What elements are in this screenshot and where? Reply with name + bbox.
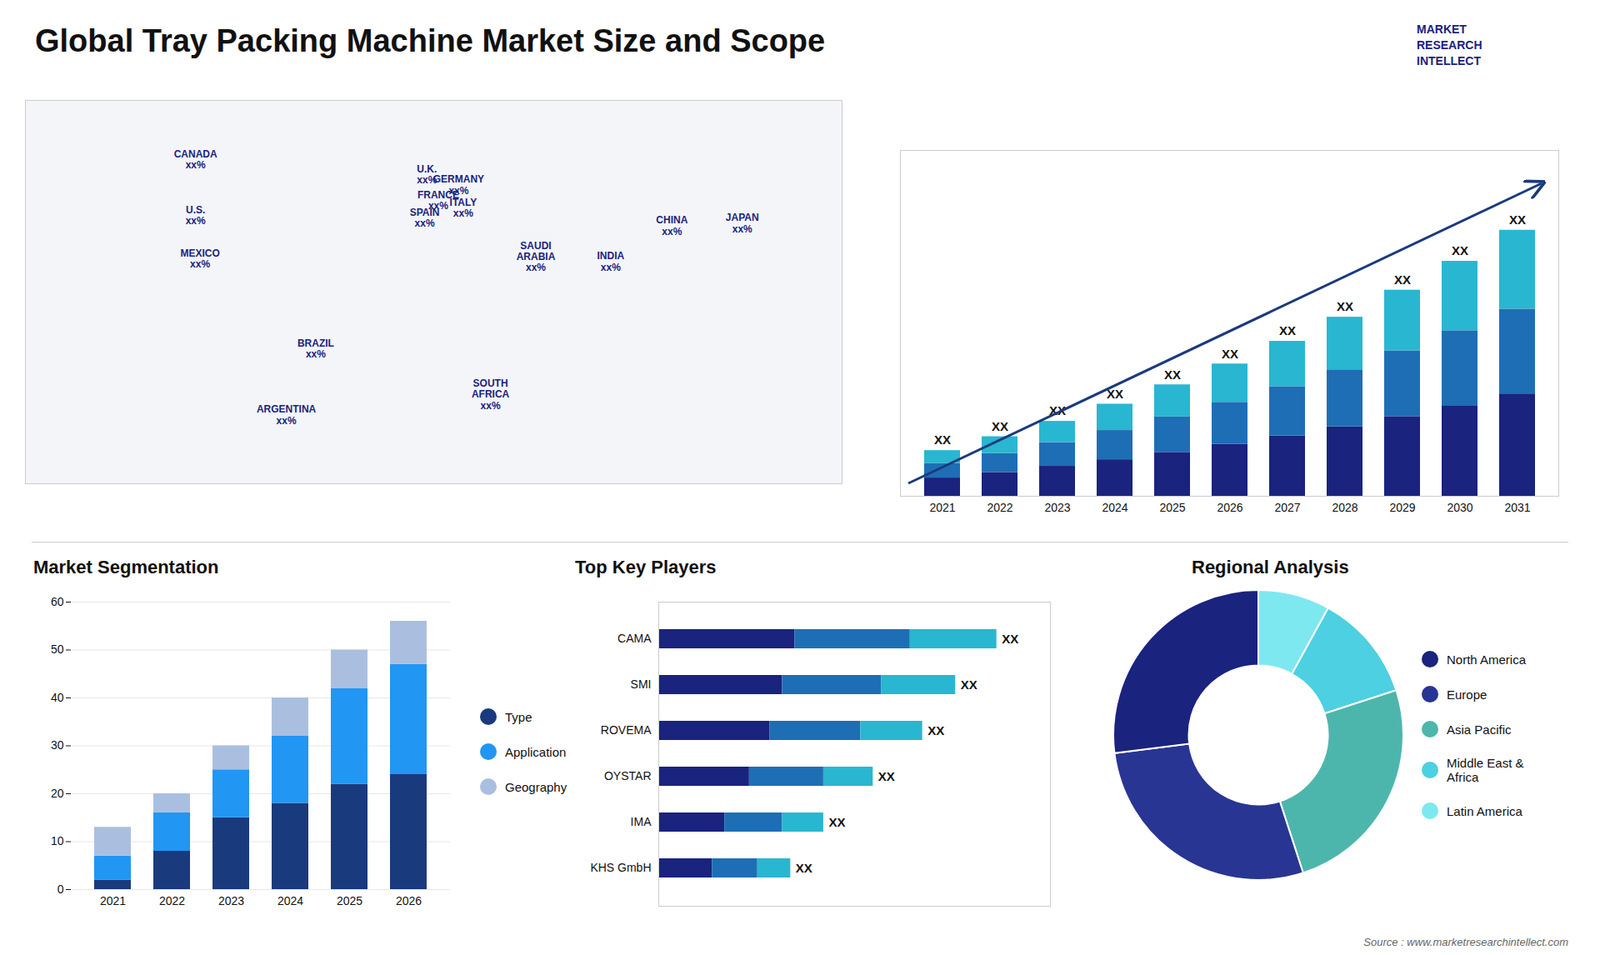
svg-text:2025: 2025 xyxy=(1159,500,1185,515)
svg-text:50: 50 xyxy=(50,642,65,656)
svg-text:XX: XX xyxy=(1221,346,1239,361)
svg-text:OYSTAR: OYSTAR xyxy=(604,769,652,783)
svg-text:2026: 2026 xyxy=(395,894,422,908)
svg-text:XX: XX xyxy=(1164,367,1181,382)
svg-text:2024: 2024 xyxy=(277,894,304,908)
svg-text:XX: XX xyxy=(1279,323,1296,338)
svg-text:XX: XX xyxy=(927,723,945,738)
svg-text:SOUTHAFRICAxx%: SOUTHAFRICAxx% xyxy=(471,377,510,411)
svg-text:2023: 2023 xyxy=(1044,500,1070,515)
svg-text:20: 20 xyxy=(50,786,65,800)
svg-text:2022: 2022 xyxy=(159,894,185,908)
svg-text:30: 30 xyxy=(50,738,65,752)
svg-text:GERMANYxx%: GERMANYxx% xyxy=(433,173,485,196)
svg-text:2021: 2021 xyxy=(100,894,126,908)
svg-text:XX: XX xyxy=(1509,212,1526,227)
svg-text:2025: 2025 xyxy=(336,894,363,908)
svg-text:2028: 2028 xyxy=(1331,500,1358,515)
svg-text:XX: XX xyxy=(1451,243,1469,258)
svg-text:10: 10 xyxy=(50,834,65,848)
svg-text:BRAZILxx%: BRAZILxx% xyxy=(297,337,335,360)
svg-text:2023: 2023 xyxy=(218,894,245,908)
svg-text:2031: 2031 xyxy=(1504,500,1530,515)
svg-text:XX: XX xyxy=(878,769,895,784)
svg-text:IMA: IMA xyxy=(630,815,653,829)
svg-text:60: 60 xyxy=(50,595,65,609)
svg-text:XX: XX xyxy=(1336,299,1354,314)
svg-text:SPAINxx%: SPAINxx% xyxy=(410,206,440,230)
svg-text:2022: 2022 xyxy=(986,500,1013,515)
svg-text:2026: 2026 xyxy=(1216,500,1243,515)
svg-text:ARGENTINAxx%: ARGENTINAxx% xyxy=(256,403,317,426)
svg-text:ITALYxx%: ITALYxx% xyxy=(450,196,478,220)
svg-text:40: 40 xyxy=(50,690,65,705)
svg-text:2024: 2024 xyxy=(1101,500,1128,515)
svg-text:KHS GmbH: KHS GmbH xyxy=(590,860,651,875)
svg-text:XX: XX xyxy=(934,432,951,447)
svg-text:XX: XX xyxy=(828,815,845,830)
svg-text:2030: 2030 xyxy=(1446,500,1473,515)
svg-text:2021: 2021 xyxy=(929,500,955,515)
svg-text:2027: 2027 xyxy=(1274,500,1300,515)
svg-text:MEXICOxx%: MEXICOxx% xyxy=(180,247,220,270)
svg-text:2029: 2029 xyxy=(1389,500,1415,515)
svg-text:XX: XX xyxy=(795,860,813,875)
svg-text:ROVEMA: ROVEMA xyxy=(600,723,652,737)
svg-text:0: 0 xyxy=(57,882,65,896)
svg-text:JAPANxx%: JAPANxx% xyxy=(725,211,760,235)
svg-text:SAUDIARABIAxx%: SAUDIARABIAxx% xyxy=(516,240,556,274)
svg-text:U.S.xx%: U.S.xx% xyxy=(185,204,206,227)
svg-text:XX: XX xyxy=(960,677,978,692)
svg-text:SMI: SMI xyxy=(630,677,652,691)
svg-text:XX: XX xyxy=(1394,272,1411,287)
svg-text:CAMA: CAMA xyxy=(617,631,652,645)
svg-text:CANADAxx%: CANADAxx% xyxy=(174,148,218,171)
svg-text:INDIAxx%: INDIAxx% xyxy=(596,250,625,273)
svg-text:CHINAxx%: CHINAxx% xyxy=(655,214,688,237)
svg-text:XX: XX xyxy=(991,419,1009,434)
svg-text:XX: XX xyxy=(1001,631,1019,646)
